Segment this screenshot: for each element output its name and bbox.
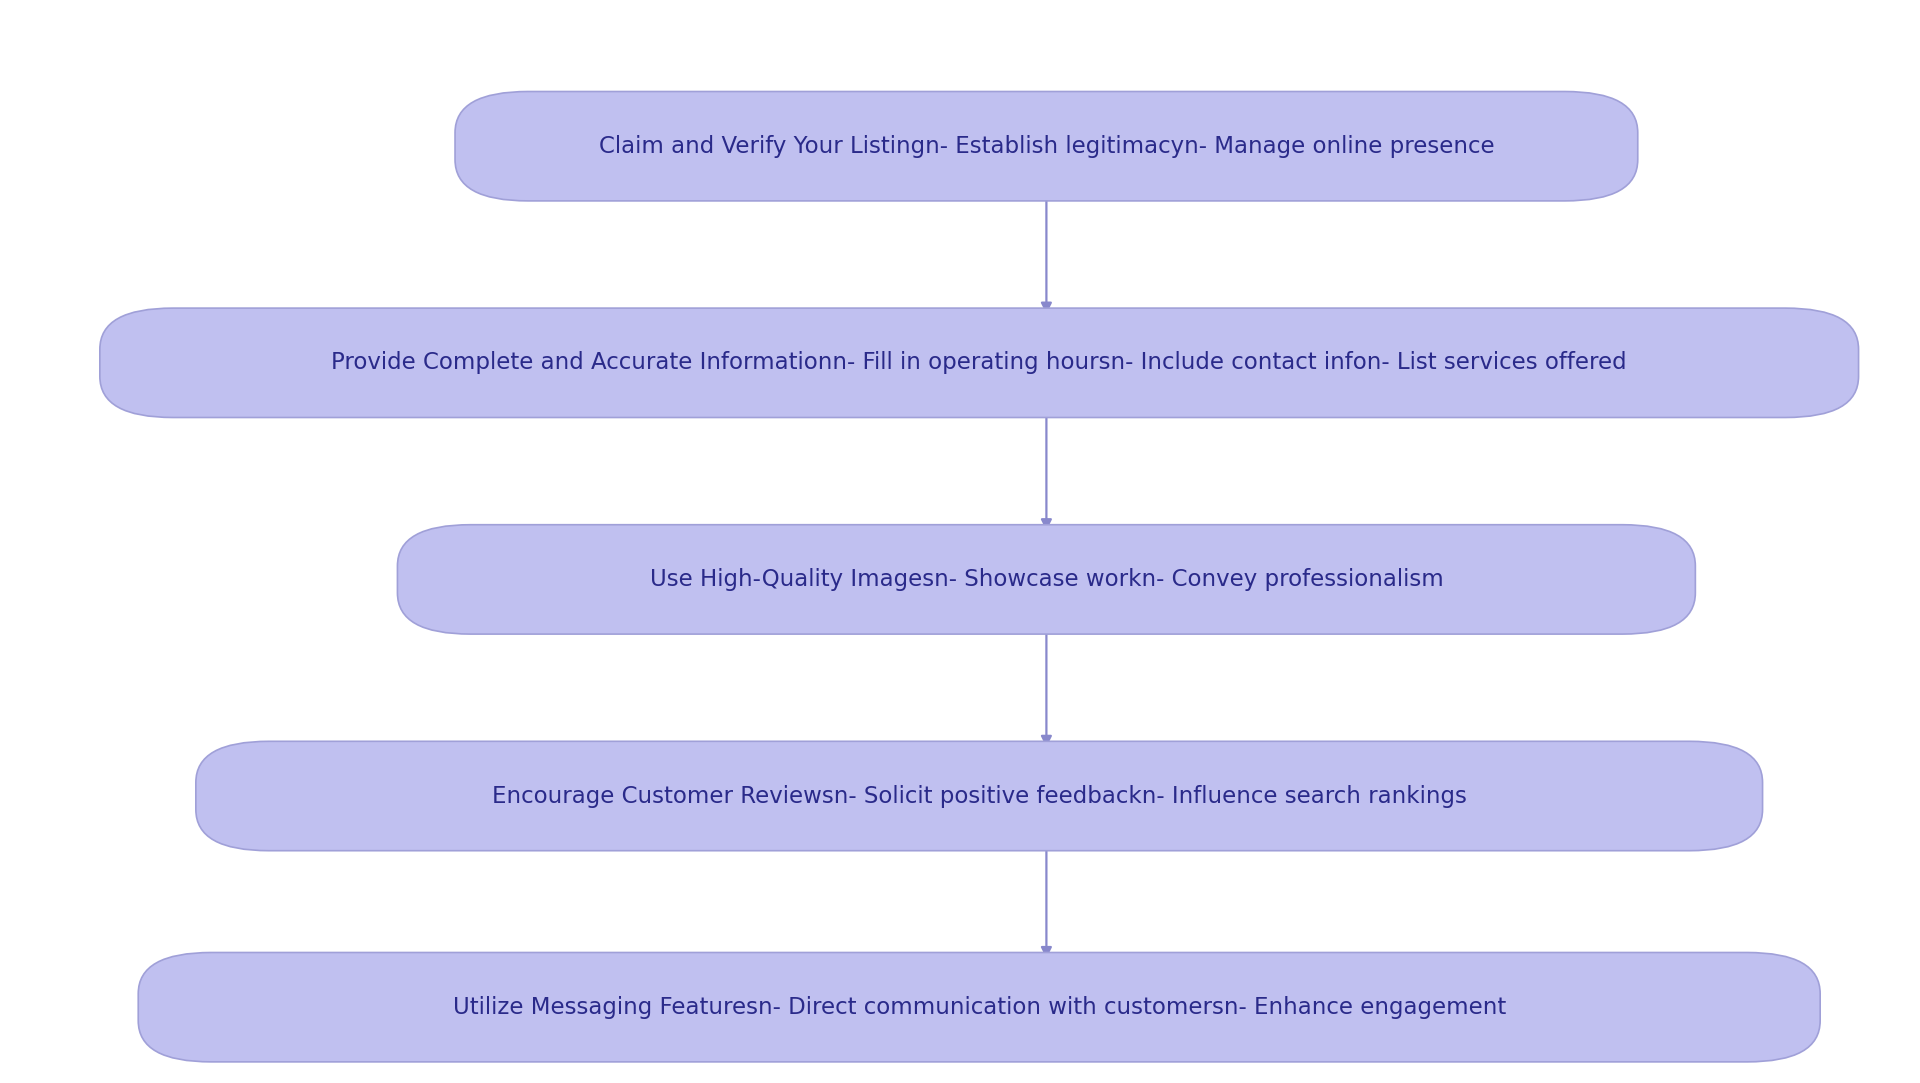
FancyBboxPatch shape	[455, 92, 1638, 201]
FancyBboxPatch shape	[196, 741, 1763, 851]
Text: Claim and Verify Your Listingn- Establish legitimacyn- Manage online presence: Claim and Verify Your Listingn- Establis…	[599, 134, 1494, 158]
Text: Utilize Messaging Featuresn- Direct communication with customersn- Enhance engag: Utilize Messaging Featuresn- Direct comm…	[453, 995, 1505, 1019]
Text: Encourage Customer Reviewsn- Solicit positive feedbackn- Influence search rankin: Encourage Customer Reviewsn- Solicit pos…	[492, 784, 1467, 808]
Text: Provide Complete and Accurate Informationn- Fill in operating hoursn- Include co: Provide Complete and Accurate Informatio…	[332, 351, 1626, 375]
FancyBboxPatch shape	[397, 524, 1695, 634]
Text: Use High-Quality Imagesn- Showcase workn- Convey professionalism: Use High-Quality Imagesn- Showcase workn…	[649, 567, 1444, 591]
FancyBboxPatch shape	[100, 308, 1859, 417]
FancyBboxPatch shape	[138, 953, 1820, 1061]
